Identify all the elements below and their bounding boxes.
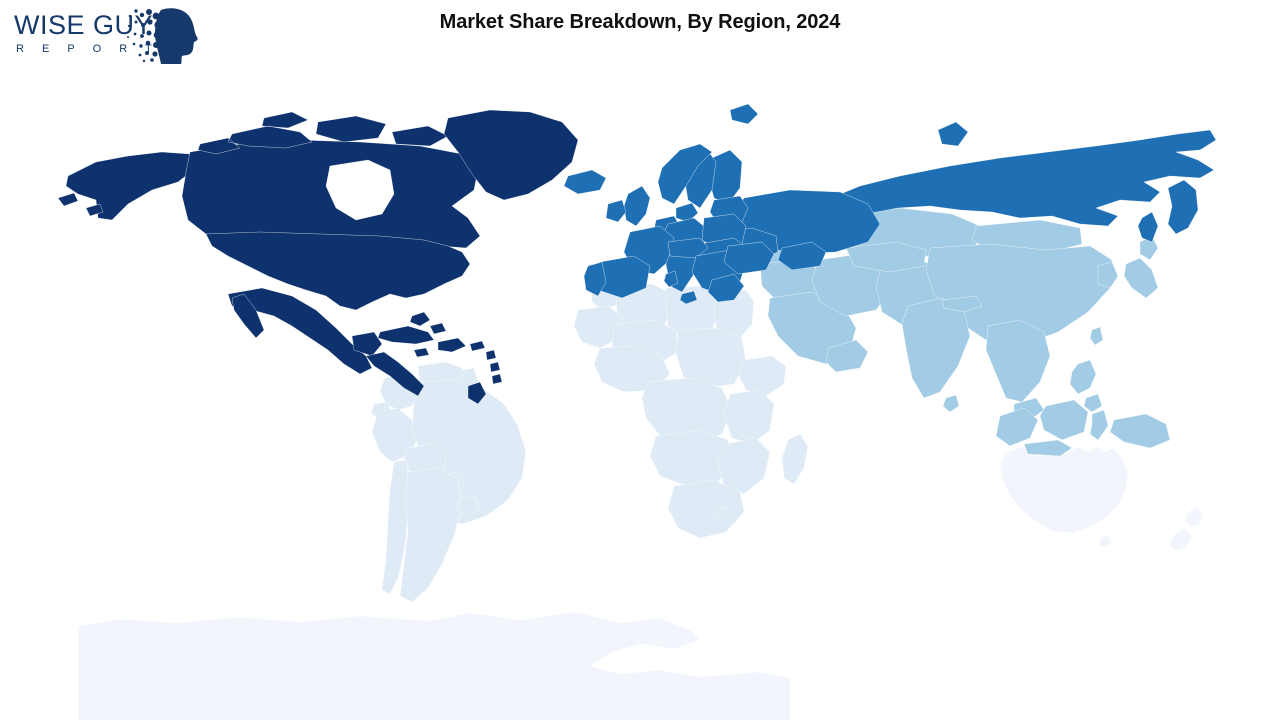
- country-philippines: [1070, 360, 1102, 412]
- country-central-asia: [846, 242, 926, 272]
- hudson-bay: [326, 160, 394, 220]
- country-mauritania: [574, 306, 622, 348]
- region-north-america: [58, 110, 578, 404]
- country-new-zealand-north: [1185, 507, 1203, 527]
- country-ireland: [606, 200, 626, 222]
- country-uruguay: [458, 496, 480, 516]
- country-sudan: [676, 328, 746, 388]
- country-romania-bulgaria: [724, 242, 774, 274]
- country-russia: [820, 130, 1216, 226]
- country-indonesia-java: [1024, 440, 1072, 456]
- country-ethiopia: [738, 356, 786, 396]
- country-canadian-arctic: [198, 112, 448, 154]
- country-indonesia-sumatra: [996, 408, 1038, 446]
- country-sicily: [680, 291, 697, 304]
- country-nepal: [942, 296, 982, 312]
- country-zimbabwe-mozambique: [718, 438, 770, 494]
- world-choropleth-map: [0, 48, 1280, 720]
- country-hispaniola: [438, 338, 466, 352]
- country-china: [926, 244, 1112, 346]
- country-papua-new-guinea: [1110, 414, 1170, 448]
- page-title: Market Share Breakdown, By Region, 2024: [439, 11, 841, 33]
- country-south-africa: [668, 480, 744, 538]
- country-greece: [708, 274, 744, 302]
- country-korea: [1098, 262, 1118, 288]
- country-tasmania: [1099, 535, 1112, 548]
- country-lesser-antilles: [486, 350, 502, 384]
- country-alaska: [66, 152, 196, 220]
- country-east-africa: [724, 390, 774, 444]
- country-russia-kamchatka: [1168, 180, 1198, 234]
- country-new-zealand-south: [1169, 528, 1192, 551]
- country-taiwan: [1090, 327, 1103, 345]
- country-japan: [1124, 236, 1158, 298]
- country-aleutian-islands: [58, 193, 103, 216]
- country-sakhalin: [1138, 212, 1158, 242]
- country-svalbard: [730, 104, 758, 124]
- country-portugal: [584, 262, 606, 296]
- country-sri-lanka: [943, 395, 959, 412]
- country-caucasus: [778, 242, 826, 270]
- country-yemen-oman: [826, 340, 868, 372]
- country-borneo: [1040, 400, 1088, 440]
- region-rest-of-world: [78, 446, 1203, 720]
- country-egypt: [714, 290, 754, 338]
- country-united-states: [206, 232, 470, 310]
- country-central-america: [366, 352, 424, 396]
- country-iceland: [564, 170, 606, 194]
- country-argentina: [400, 468, 462, 602]
- country-bahamas: [410, 312, 446, 334]
- region-europe: [564, 104, 1216, 304]
- logo-subword: R E P O R T S: [16, 43, 185, 55]
- country-united-kingdom: [624, 186, 650, 226]
- country-norway: [658, 144, 712, 204]
- region-asia-pacific: [726, 208, 1170, 456]
- country-indochina: [986, 320, 1050, 402]
- country-french-guiana: [468, 382, 486, 404]
- country-antarctica: [78, 612, 790, 720]
- head-profile-dots-icon: [127, 8, 198, 64]
- country-india: [902, 298, 970, 398]
- country-mexico: [228, 288, 372, 374]
- country-baja-california: [232, 294, 264, 338]
- region-south-america-africa: [371, 284, 808, 602]
- country-sulawesi: [1090, 410, 1108, 440]
- country-madagascar: [782, 434, 808, 484]
- country-jamaica: [414, 348, 429, 357]
- country-canada: [182, 140, 480, 256]
- country-puerto-rico: [470, 341, 485, 351]
- country-yucatan: [352, 332, 382, 356]
- country-novaya-zemlya: [938, 122, 968, 146]
- country-greenland: [444, 110, 578, 200]
- country-cuba: [378, 326, 434, 344]
- country-sardinia: [664, 271, 678, 287]
- country-alpine: [668, 238, 708, 258]
- country-lesotho: [714, 507, 729, 520]
- country-australia: [1000, 446, 1128, 533]
- country-denmark: [676, 203, 698, 222]
- wise-guy-reports-logo[interactable]: WISE GUY R E P O R T S: [10, 6, 200, 64]
